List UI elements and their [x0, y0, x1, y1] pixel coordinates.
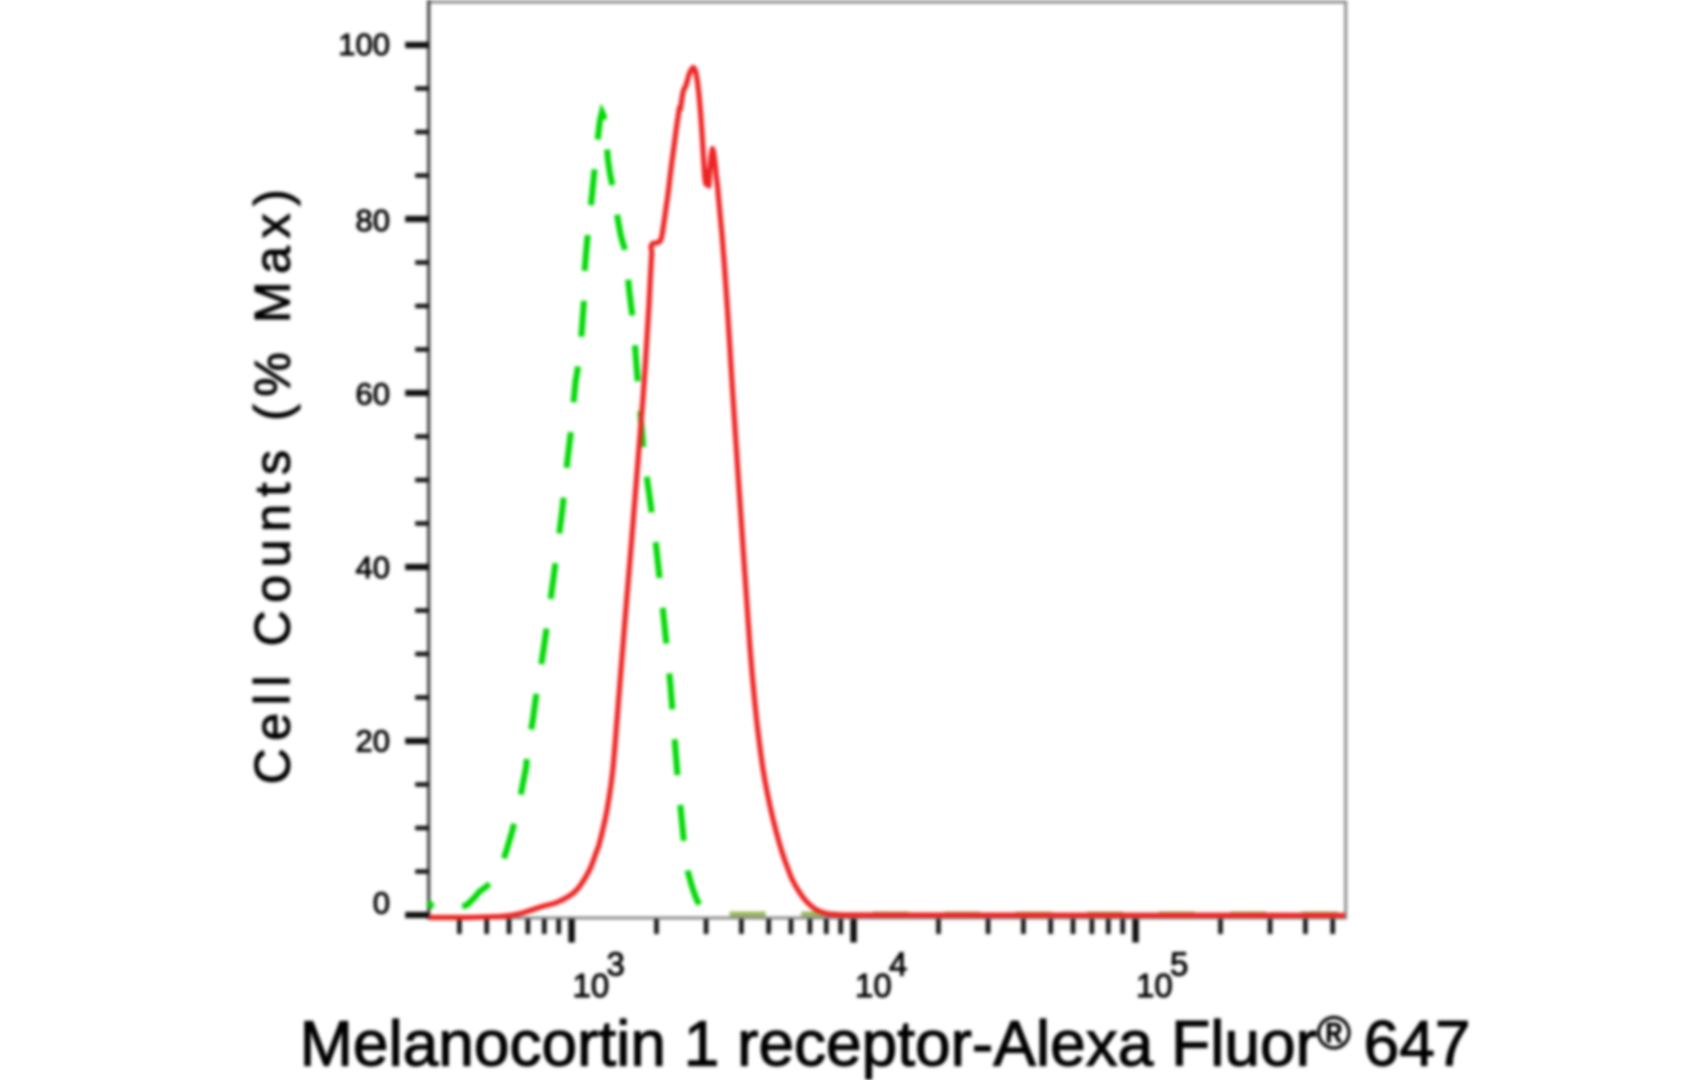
svg-text:20: 20 [356, 724, 390, 759]
svg-text:10: 10 [573, 967, 610, 1004]
svg-text:10: 10 [1136, 967, 1173, 1004]
svg-text:Melanocortin 1 receptor-Alexa: Melanocortin 1 receptor-Alexa Fluor® 647 [300, 1007, 1471, 1080]
svg-text:4: 4 [889, 946, 907, 983]
svg-text:40: 40 [356, 550, 390, 585]
svg-text:10: 10 [855, 967, 892, 1004]
svg-text:Cell Counts (% Max): Cell Counts (% Max) [245, 182, 301, 785]
svg-text:100: 100 [338, 27, 390, 62]
svg-text:3: 3 [607, 946, 625, 983]
svg-text:0: 0 [373, 886, 390, 921]
svg-text:80: 80 [356, 203, 390, 238]
svg-text:5: 5 [1170, 946, 1188, 983]
svg-text:60: 60 [356, 377, 390, 412]
